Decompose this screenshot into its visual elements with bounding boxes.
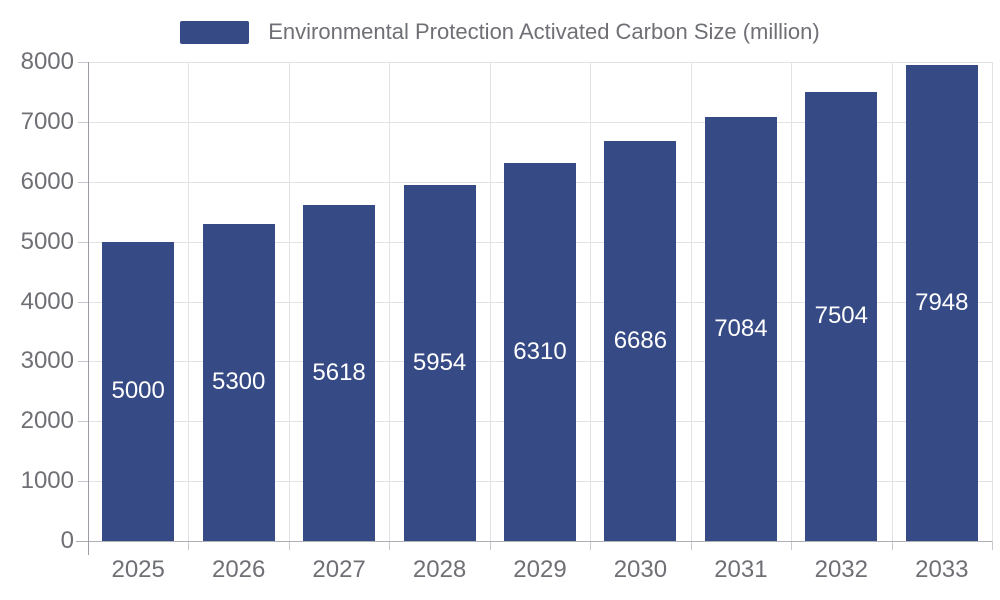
x-axis-label: 2033 [915, 556, 969, 583]
x-gridline [791, 62, 793, 541]
x-gridline [489, 62, 491, 541]
bar-value-label: 5954 [412, 348, 467, 376]
x-axis-label: 2028 [412, 556, 467, 583]
y-axis-label: 5000 [20, 227, 74, 255]
y-axis-tick [78, 421, 88, 423]
x-axis-tick [992, 541, 993, 550]
y-axis-label: 3000 [20, 347, 74, 375]
legend-swatch [180, 20, 250, 44]
y-axis-tick [78, 241, 88, 243]
bar-2033[interactable]: 7948 [905, 65, 978, 541]
bar-2025[interactable]: 5000 [102, 241, 175, 541]
y-axis-label: 1000 [20, 467, 74, 495]
legend-label: Environmental Protection Activated Carbo… [268, 19, 820, 44]
y-axis-tick [78, 181, 88, 183]
y-axis-label: 0 [60, 527, 74, 554]
y-axis-label: 2000 [20, 407, 74, 435]
x-axis-line [76, 541, 992, 542]
x-axis-label: 2032 [814, 556, 868, 583]
y-axis-tick [78, 62, 88, 63]
bar-value-label: 6310 [513, 338, 567, 366]
y-axis-label: 6000 [20, 167, 74, 195]
x-axis-tick [791, 541, 793, 550]
bar-2027[interactable]: 5618 [303, 204, 376, 541]
bar-2026[interactable]: 5300 [202, 223, 275, 541]
x-axis-label: 2030 [613, 556, 668, 583]
x-axis-tick [389, 541, 391, 550]
bar-value-label: 5000 [111, 377, 165, 405]
y-axis-tick [78, 301, 88, 303]
bar-2030[interactable]: 6686 [604, 140, 677, 541]
y-gridline [88, 121, 992, 123]
x-axis-tick [188, 541, 190, 550]
x-axis-label: 2025 [111, 556, 165, 583]
x-gridline [288, 62, 290, 541]
x-axis-label: 2027 [312, 556, 366, 583]
x-axis-label: 2026 [211, 556, 266, 583]
x-gridline [891, 62, 893, 541]
y-axis-label: 8000 [20, 48, 74, 75]
bar-value-label: 7504 [814, 302, 868, 330]
bar-value-label: 7084 [714, 314, 768, 342]
bar-value-label: 5300 [211, 368, 266, 396]
x-gridline [590, 62, 592, 541]
bar-value-label: 5618 [312, 358, 366, 386]
x-axis-tick [690, 541, 692, 550]
x-gridline [389, 62, 391, 541]
x-axis-tick [590, 541, 592, 550]
x-gridline [690, 62, 692, 541]
bar-2032[interactable]: 7504 [805, 91, 878, 541]
x-axis-tick [891, 541, 893, 550]
y-gridline [88, 62, 992, 63]
x-axis-tick [489, 541, 491, 550]
y-axis-line [88, 62, 89, 555]
y-axis-tick [78, 481, 88, 483]
bar-2028[interactable]: 5954 [403, 184, 476, 541]
bar-value-label: 7948 [915, 288, 969, 316]
x-gridline [188, 62, 190, 541]
x-axis-label: 2031 [714, 556, 768, 583]
x-axis-label: 2029 [513, 556, 567, 583]
y-axis-label: 7000 [20, 107, 74, 135]
y-axis-tick [78, 121, 88, 123]
bar-2031[interactable]: 7084 [704, 116, 777, 541]
y-axis-label: 4000 [20, 287, 74, 315]
y-axis-tick [78, 361, 88, 363]
x-axis-tick [288, 541, 290, 550]
legend-item[interactable]: Environmental Protection Activated Carbo… [0, 18, 1000, 46]
bar-2029[interactable]: 6310 [504, 163, 576, 541]
bar-value-label: 6686 [613, 326, 668, 354]
x-gridline [992, 62, 993, 541]
